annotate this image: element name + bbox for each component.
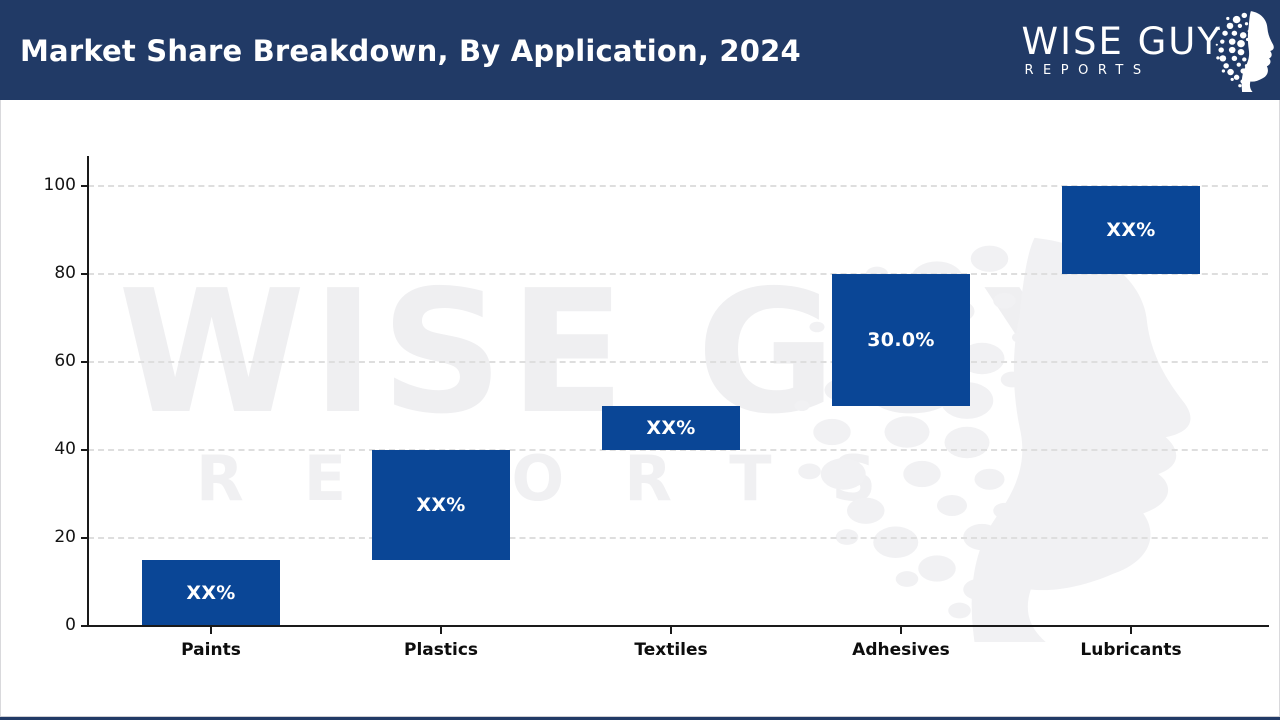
watermark-tagline: REPORTS	[196, 442, 937, 515]
x-tick-label-lubricants: Lubricants	[1080, 640, 1182, 660]
x-tick-mark-textiles	[670, 627, 672, 634]
gridline-20	[88, 537, 1268, 539]
y-tick-mark-0	[81, 625, 88, 627]
bar-adhesives: 30.0%	[832, 274, 970, 406]
y-tick-label-80: 80	[54, 263, 76, 283]
x-tick-label-plastics: Plastics	[403, 640, 479, 660]
bottom-accent-strip	[0, 717, 1280, 720]
y-tick-mark-100	[81, 185, 88, 187]
bar-paints: XX%	[142, 560, 280, 626]
logo-face-icon	[1208, 8, 1274, 92]
bar-lubricants: XX%	[1062, 186, 1200, 274]
gridline-60	[88, 361, 1268, 363]
bar-textiles: XX%	[602, 406, 740, 450]
y-tick-label-60: 60	[54, 351, 76, 371]
bar-value-label-textiles: XX%	[646, 417, 696, 439]
y-tick-label-40: 40	[54, 439, 76, 459]
bar-value-label-plastics: XX%	[416, 494, 466, 516]
y-tick-mark-60	[81, 361, 88, 363]
y-tick-label-20: 20	[54, 527, 76, 547]
x-tick-mark-paints	[210, 627, 212, 634]
y-tick-label-0: 0	[65, 615, 76, 635]
x-tick-mark-plastics	[440, 627, 442, 634]
gridline-80	[88, 273, 1268, 275]
page-title: Market Share Breakdown, By Application, …	[20, 34, 801, 68]
gridline-100	[88, 185, 1268, 187]
bar-value-label-lubricants: XX%	[1106, 219, 1156, 241]
y-tick-mark-80	[81, 273, 88, 275]
y-tick-mark-40	[81, 449, 88, 451]
x-axis-line	[87, 625, 1269, 627]
gridline-40	[88, 449, 1268, 451]
bottom-hairline	[0, 716, 1280, 717]
x-tick-label-adhesives: Adhesives	[852, 640, 950, 660]
bar-value-label-adhesives: 30.0%	[867, 329, 935, 351]
x-tick-label-textiles: Textiles	[634, 640, 708, 660]
y-tick-mark-20	[81, 537, 88, 539]
bar-value-label-paints: XX%	[186, 582, 236, 604]
header-bar: Market Share Breakdown, By Application, …	[0, 0, 1280, 100]
logo-wordmark: WISE GUY	[1021, 19, 1222, 63]
y-tick-label-100: 100	[43, 175, 76, 195]
brand-logo: WISE GUY REPORTS	[1022, 6, 1274, 94]
y-axis-line	[87, 156, 89, 627]
logo-tagline: REPORTS	[1024, 62, 1151, 78]
x-tick-mark-adhesives	[900, 627, 902, 634]
x-tick-mark-lubricants	[1130, 627, 1132, 634]
x-tick-label-paints: Paints	[181, 640, 241, 660]
bar-plastics: XX%	[372, 450, 510, 560]
